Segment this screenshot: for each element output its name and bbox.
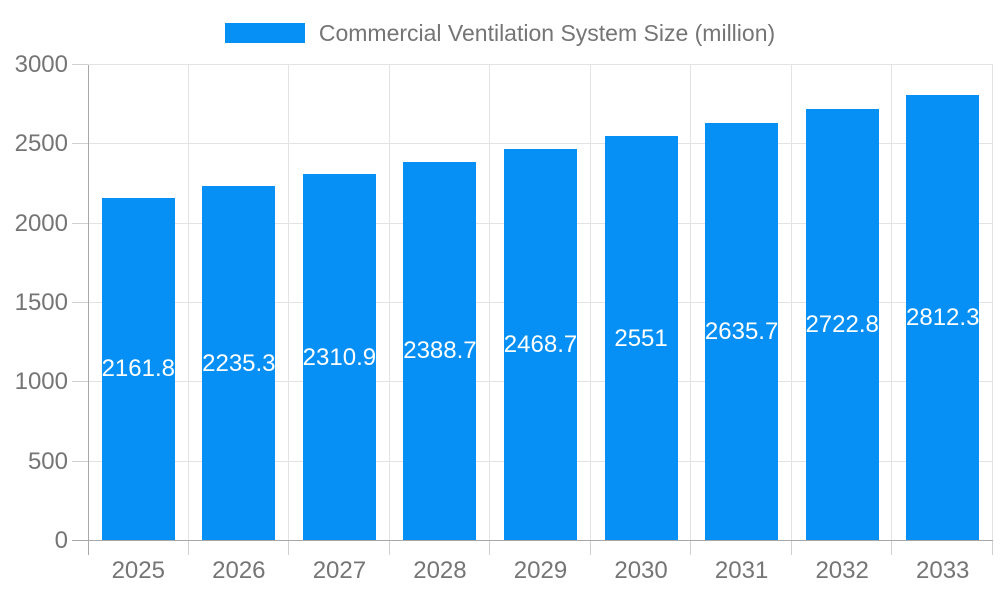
bar[interactable]: 2722.8 [805, 108, 879, 541]
bar-value-label: 2310.9 [302, 343, 377, 371]
y-tick-label: 1000 [14, 368, 68, 396]
legend-label: Commercial Ventilation System Size (mill… [318, 19, 776, 46]
y-tick [72, 302, 88, 303]
bar-value-label: 2812.3 [906, 303, 980, 331]
legend-swatch [224, 23, 305, 43]
x-axis-line [72, 540, 993, 541]
x-tick-label: 2031 [714, 557, 769, 584]
bar-value-label: 2551 [614, 324, 668, 352]
x-tick-label: 2032 [815, 557, 869, 584]
y-tick [72, 64, 88, 65]
bar-value-label: 2635.7 [704, 317, 779, 345]
x-tick-label: 2029 [513, 557, 568, 584]
x-tick-label: 2026 [212, 557, 266, 584]
bar[interactable]: 2812.3 [906, 94, 980, 541]
bar-value-label: 2388.7 [403, 337, 477, 365]
bar-value-label: 2722.8 [805, 310, 879, 338]
x-tick-label: 2027 [312, 557, 367, 584]
bar[interactable]: 2635.7 [704, 122, 779, 541]
y-tick-label: 2500 [14, 130, 68, 158]
x-tick [187, 541, 189, 555]
x-tick [288, 541, 290, 555]
gridline-v [589, 65, 591, 541]
x-tick [992, 541, 993, 555]
gridline-v [891, 65, 893, 541]
gridline-v [790, 65, 792, 541]
gridline-v [388, 65, 390, 541]
bar[interactable]: 2468.7 [504, 149, 577, 541]
plot-area: 2161.8 2235.3 2310.9 2388.7 2468.7 2551 2635.7… [72, 64, 993, 555]
x-tick [690, 541, 692, 555]
gridline-v [489, 65, 491, 541]
x-tick-label: 2025 [111, 557, 165, 584]
x-tick [388, 541, 390, 555]
y-tick [72, 381, 88, 383]
x-tick-label: 2033 [916, 557, 970, 584]
bar-value-label: 2161.8 [101, 355, 175, 383]
gridline-h [88, 143, 993, 145]
gridline-v [187, 65, 189, 541]
y-tick [72, 143, 88, 145]
x-tick [589, 541, 591, 555]
bar[interactable]: 2161.8 [101, 197, 175, 541]
x-tick [891, 541, 893, 555]
y-tick [72, 460, 88, 462]
gridline-v [288, 65, 290, 541]
x-tick-label: 2028 [413, 557, 467, 584]
gridline-v [992, 65, 993, 541]
bar[interactable]: 2235.3 [202, 186, 276, 541]
x-tick [790, 541, 792, 555]
y-axis-line [88, 65, 89, 555]
x-tick-label: 2030 [614, 557, 668, 584]
x-tick [489, 541, 491, 555]
y-tick-label: 500 [27, 447, 68, 475]
gridline-h [88, 64, 993, 65]
y-tick-label: 3000 [14, 51, 68, 78]
bar-value-label: 2235.3 [202, 349, 276, 377]
bar[interactable]: 2551 [604, 136, 678, 541]
bar-value-label: 2468.7 [503, 331, 578, 359]
legend[interactable]: Commercial Ventilation System Size (mill… [0, 13, 1000, 53]
gridline-v [690, 65, 692, 541]
y-tick-label: 0 [54, 527, 68, 554]
y-tick-label: 2000 [14, 209, 68, 237]
bar[interactable]: 2388.7 [403, 161, 477, 541]
bar[interactable]: 2310.9 [303, 174, 376, 541]
y-tick-label: 1500 [14, 289, 68, 316]
y-tick [72, 222, 88, 224]
